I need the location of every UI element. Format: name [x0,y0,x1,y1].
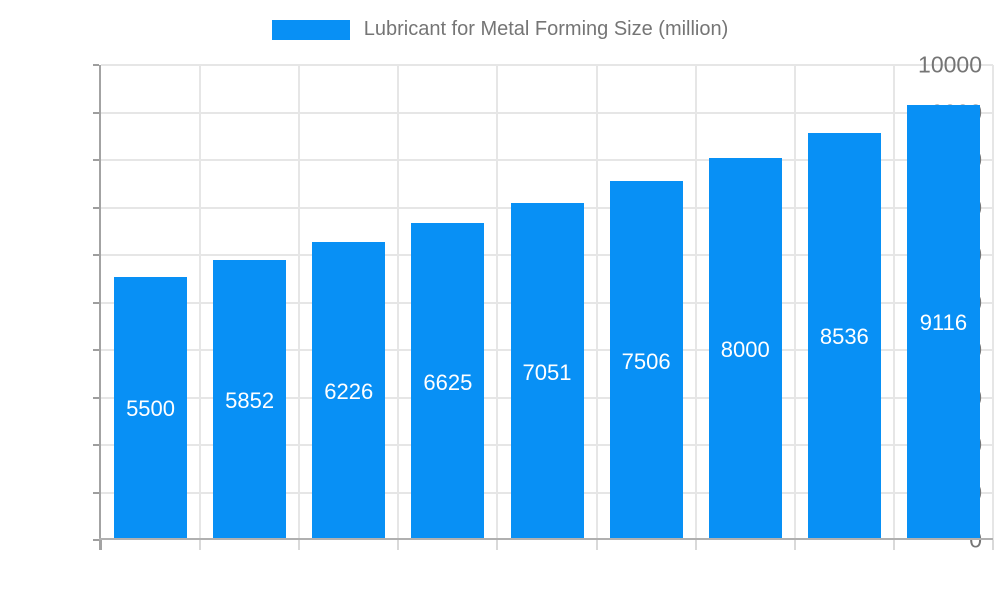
legend-label[interactable]: Lubricant for Metal Forming Size (millio… [363,18,729,40]
y-axis-tick [93,491,99,494]
x-axis-tick [892,540,895,550]
bar-value-label: 9116 [919,310,968,336]
bar[interactable] [114,276,188,538]
y-axis-line [99,65,101,550]
y-axis-tick [93,539,99,541]
y-gridline [101,64,993,66]
x-axis-tick [595,540,598,550]
x-axis-tick [397,540,400,550]
y-gridline [101,111,993,114]
x-gridline [595,65,598,540]
y-axis-tick [93,396,99,399]
bar[interactable] [510,203,584,538]
x-gridline [892,65,895,540]
bar-value-label: 8000 [720,337,770,362]
bar[interactable] [213,260,287,538]
x-gridline [199,65,202,540]
y-axis-tick [93,64,99,66]
x-gridline [694,65,697,540]
y-axis-tick [93,159,99,161]
x-axis-tick [694,540,697,550]
y-axis-tick [93,206,99,209]
bar-value-label: 6625 [423,369,473,395]
bar-value-label: 7051 [522,359,572,385]
legend: Lubricant for Metal Forming Size (millio… [0,18,1000,41]
plot-area: 0100020003000400050006000700080009000100… [93,53,994,551]
x-axis-tick [199,540,202,550]
x-gridline [397,65,400,540]
bar[interactable] [609,181,683,538]
x-axis-tick [992,540,994,550]
x-gridline [298,65,301,540]
bar-value-label: 7506 [621,348,671,374]
bar-value-label: 6226 [324,379,374,405]
bar[interactable] [906,105,980,538]
x-axis-tick [793,540,796,550]
bar-value-label: 5852 [225,388,275,413]
bar-value-label: 8536 [819,324,869,350]
bar-value-label: 5500 [126,396,176,422]
y-axis-tick [93,111,99,114]
y-axis-tick [93,349,99,351]
x-gridline [992,65,994,540]
x-axis-tick [100,540,102,550]
x-gridline [496,65,499,540]
bar[interactable] [411,223,485,538]
x-axis-line [99,538,993,540]
y-axis-tick [93,444,99,446]
bar[interactable] [312,242,386,538]
y-axis-label: 10000 [918,51,982,78]
legend-swatch-icon[interactable] [271,19,350,40]
x-gridline [793,65,796,540]
bar[interactable] [708,158,782,538]
y-axis-tick [93,301,99,304]
y-axis-tick [93,254,99,256]
bar[interactable] [807,132,881,538]
x-axis-tick [298,540,301,550]
x-axis-tick [496,540,499,550]
y-gridline [101,159,993,161]
